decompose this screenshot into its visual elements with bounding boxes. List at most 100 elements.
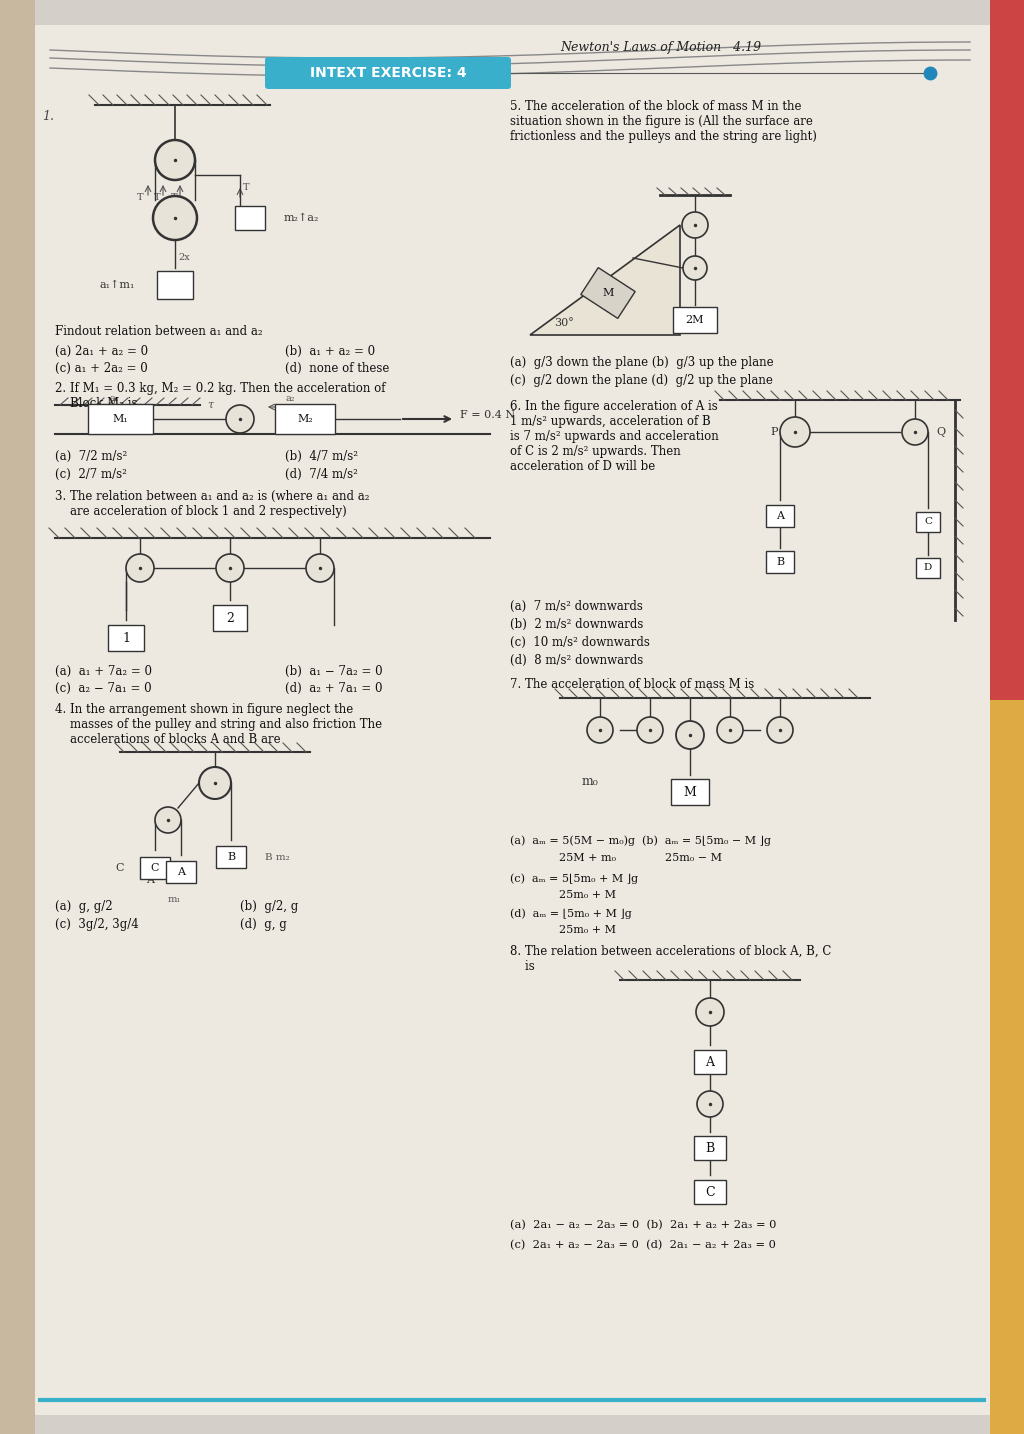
Text: 3. The relation between a₁ and a₂ is (where a₁ and a₂
    are acceleration of bl: 3. The relation between a₁ and a₂ is (wh…	[55, 490, 370, 518]
Circle shape	[126, 554, 154, 582]
Text: (c)  aₘ = 5⌊5m₀ + M ⌋g: (c) aₘ = 5⌊5m₀ + M ⌋g	[510, 873, 638, 883]
FancyBboxPatch shape	[30, 24, 994, 1415]
FancyBboxPatch shape	[671, 779, 709, 804]
Text: (d)  a₂ + 7a₁ = 0: (d) a₂ + 7a₁ = 0	[285, 683, 383, 695]
Text: C: C	[924, 518, 932, 526]
Text: C: C	[706, 1186, 715, 1199]
FancyBboxPatch shape	[87, 404, 153, 435]
Circle shape	[676, 721, 705, 749]
Text: (d)  none of these: (d) none of these	[285, 361, 389, 376]
Text: m₀: m₀	[582, 774, 598, 789]
Text: B: B	[706, 1141, 715, 1154]
Text: D: D	[924, 564, 932, 572]
Text: 5. The acceleration of the block of mass M in the
situation shown in the figure : 5. The acceleration of the block of mass…	[510, 100, 817, 143]
Text: M₂: M₂	[297, 414, 313, 424]
Text: 2M: 2M	[686, 315, 705, 326]
Circle shape	[902, 419, 928, 445]
Text: INTEXT EXERCISE: 4: INTEXT EXERCISE: 4	[309, 66, 466, 80]
FancyBboxPatch shape	[216, 846, 246, 868]
FancyBboxPatch shape	[694, 1050, 726, 1074]
Polygon shape	[530, 225, 680, 336]
Text: 30°: 30°	[554, 318, 573, 328]
Text: (a)  aₘ = 5(5M − m₀)g  (b)  aₘ = 5⌊5m₀ − M ⌋g: (a) aₘ = 5(5M − m₀)g (b) aₘ = 5⌊5m₀ − M …	[510, 835, 771, 846]
Text: (a)  a₁ + 7a₂ = 0: (a) a₁ + 7a₂ = 0	[55, 665, 152, 678]
FancyBboxPatch shape	[766, 551, 794, 574]
Text: A: A	[706, 1055, 715, 1068]
Text: a₁↑m₁: a₁↑m₁	[100, 280, 135, 290]
Text: (a)  7 m/s² downwards: (a) 7 m/s² downwards	[510, 599, 643, 612]
Text: M: M	[684, 786, 696, 799]
Text: (d)  8 m/s² downwards: (d) 8 m/s² downwards	[510, 654, 643, 667]
Circle shape	[767, 717, 793, 743]
FancyBboxPatch shape	[766, 505, 794, 528]
Text: (c)  g/2 down the plane (d)  g/2 up the plane: (c) g/2 down the plane (d) g/2 up the pl…	[510, 374, 773, 387]
Text: 1.: 1.	[42, 110, 54, 123]
FancyBboxPatch shape	[916, 512, 940, 532]
Text: C: C	[116, 863, 124, 873]
Text: (d)  7/4 m/s²: (d) 7/4 m/s²	[285, 467, 357, 480]
Circle shape	[780, 417, 810, 447]
Text: T: T	[136, 194, 143, 202]
FancyBboxPatch shape	[275, 404, 335, 435]
Text: P: P	[770, 427, 778, 437]
FancyBboxPatch shape	[694, 1180, 726, 1205]
Text: A: A	[146, 875, 154, 885]
FancyBboxPatch shape	[0, 0, 35, 1434]
Text: A: A	[177, 868, 185, 878]
Text: 2x: 2x	[178, 254, 189, 262]
Text: (c)  a₂ − 7a₁ = 0: (c) a₂ − 7a₁ = 0	[55, 683, 152, 695]
FancyBboxPatch shape	[166, 860, 196, 883]
Text: (a)  g, g/2: (a) g, g/2	[55, 901, 113, 913]
Text: 4. In the arrangement shown in figure neglect the
    masses of the pulley and s: 4. In the arrangement shown in figure ne…	[55, 703, 382, 746]
Text: C: C	[151, 863, 160, 873]
Text: (a)  2a₁ − a₂ − 2a₃ = 0  (b)  2a₁ + a₂ + 2a₃ = 0: (a) 2a₁ − a₂ − 2a₃ = 0 (b) 2a₁ + a₂ + 2a…	[510, 1220, 776, 1230]
Text: F = 0.4 N: F = 0.4 N	[460, 410, 515, 420]
FancyBboxPatch shape	[108, 625, 144, 651]
Text: (c)  2/7 m/s²: (c) 2/7 m/s²	[55, 467, 127, 480]
FancyBboxPatch shape	[213, 605, 247, 631]
Text: 8. The relation between accelerations of block A, B, C
    is: 8. The relation between accelerations of…	[510, 945, 831, 974]
Polygon shape	[581, 268, 635, 318]
Text: (b)  4/7 m/s²: (b) 4/7 m/s²	[285, 450, 358, 463]
Text: (c)  2a₁ + a₂ − 2a₃ = 0  (d)  2a₁ − a₂ + 2a₃ = 0: (c) 2a₁ + a₂ − 2a₃ = 0 (d) 2a₁ − a₂ + 2a…	[510, 1240, 776, 1250]
Text: (d)  g, g: (d) g, g	[240, 918, 287, 931]
Circle shape	[683, 257, 707, 280]
Text: 25m₀ + M: 25m₀ + M	[510, 925, 616, 935]
Text: B: B	[776, 556, 784, 566]
Text: T: T	[171, 194, 177, 202]
Text: (b)  2 m/s² downwards: (b) 2 m/s² downwards	[510, 618, 643, 631]
Text: (a)  g/3 down the plane (b)  g/3 up the plane: (a) g/3 down the plane (b) g/3 up the pl…	[510, 356, 773, 369]
FancyBboxPatch shape	[234, 206, 265, 229]
Text: (b)  a₁ − 7a₂ = 0: (b) a₁ − 7a₂ = 0	[285, 665, 383, 678]
FancyBboxPatch shape	[990, 700, 1024, 1434]
Circle shape	[696, 998, 724, 1025]
Text: B: B	[227, 852, 236, 862]
Circle shape	[155, 141, 195, 181]
Text: 1: 1	[122, 631, 130, 644]
Text: (c) a₁ + 2a₂ = 0: (c) a₁ + 2a₂ = 0	[55, 361, 147, 376]
Text: (d)  aₘ = ⌊5m₀ + M ⌋g: (d) aₘ = ⌊5m₀ + M ⌋g	[510, 908, 632, 919]
Text: (a) 2a₁ + a₂ = 0: (a) 2a₁ + a₂ = 0	[55, 346, 148, 358]
Circle shape	[697, 1091, 723, 1117]
Text: M₁: M₁	[112, 414, 128, 424]
FancyBboxPatch shape	[916, 558, 940, 578]
FancyBboxPatch shape	[157, 271, 193, 300]
Text: Findout relation between a₁ and a₂: Findout relation between a₁ and a₂	[55, 326, 262, 338]
Text: m₂↑a₂: m₂↑a₂	[284, 214, 319, 224]
Text: a₂: a₂	[286, 394, 295, 403]
Circle shape	[637, 717, 663, 743]
Text: (a)  7/2 m/s²: (a) 7/2 m/s²	[55, 450, 127, 463]
Circle shape	[226, 404, 254, 433]
Text: 2. If M₁ = 0.3 kg, M₂ = 0.2 kg. Then the acceleration of
    Block M₂ is: 2. If M₁ = 0.3 kg, M₂ = 0.2 kg. Then the…	[55, 381, 385, 410]
Text: (b)  g/2, g: (b) g/2, g	[240, 901, 298, 913]
Text: Newton's Laws of Motion   4.19: Newton's Laws of Motion 4.19	[560, 42, 761, 54]
Text: (c)  3g/2, 3g/4: (c) 3g/2, 3g/4	[55, 918, 138, 931]
FancyBboxPatch shape	[265, 57, 511, 89]
Text: M: M	[602, 288, 613, 298]
Text: a₁: a₁	[110, 394, 120, 403]
FancyBboxPatch shape	[990, 0, 1024, 700]
Circle shape	[155, 807, 181, 833]
Circle shape	[199, 767, 231, 799]
Text: 25M + m₀              25m₀ − M: 25M + m₀ 25m₀ − M	[510, 853, 722, 863]
FancyBboxPatch shape	[140, 858, 170, 879]
